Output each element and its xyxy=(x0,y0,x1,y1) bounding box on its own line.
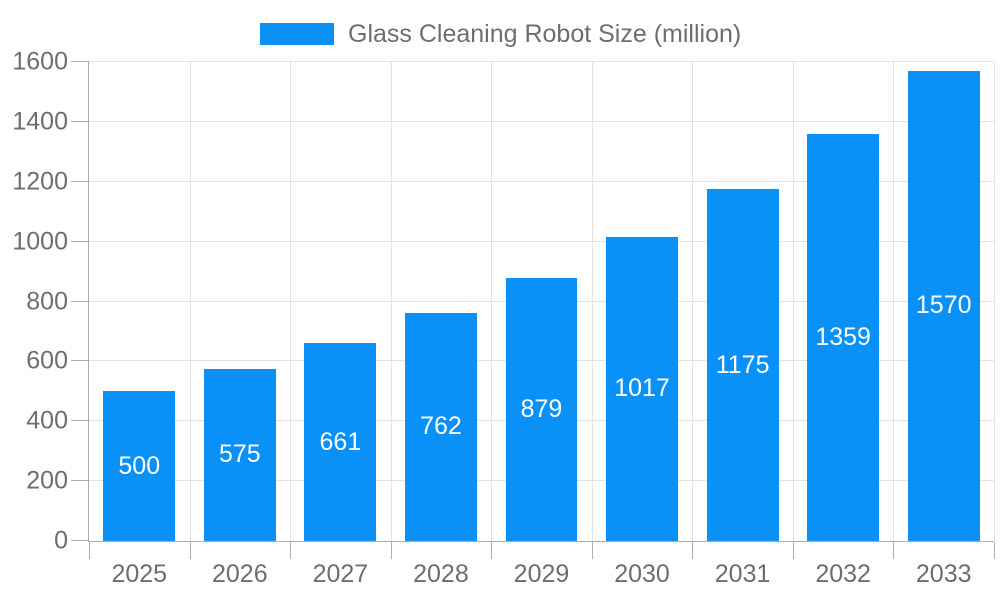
gridline-horizontal xyxy=(89,180,994,182)
bar-2028[interactable]: 762 xyxy=(404,312,477,541)
x-tick-label: 2033 xyxy=(915,560,972,588)
gridline-vertical xyxy=(792,62,794,541)
x-axis-tick xyxy=(89,542,90,559)
y-tick-label: 400 xyxy=(26,406,68,435)
bar-2033[interactable]: 1570 xyxy=(907,70,980,541)
gridline-vertical xyxy=(390,62,392,541)
x-tick-label: 2029 xyxy=(513,560,570,588)
bar-value-label: 1175 xyxy=(715,350,770,379)
bar-value-label: 1359 xyxy=(815,323,871,352)
bar-value-label: 1017 xyxy=(614,374,670,403)
bar-2030[interactable]: 1017 xyxy=(606,236,678,541)
y-axis-tick xyxy=(71,480,89,482)
legend-label: Glass Cleaning Robot Size (million) xyxy=(348,19,742,48)
bar-value-label: 1570 xyxy=(915,291,972,320)
plot-area: 500 575 661 762 879 1017 1175 1359 1570 xyxy=(71,61,995,559)
x-tick-label: 2032 xyxy=(815,560,871,588)
x-axis-tick xyxy=(491,542,493,559)
gridline-vertical xyxy=(591,62,593,541)
y-axis-tick xyxy=(71,540,89,541)
gridline-vertical xyxy=(491,62,493,541)
x-axis-tick xyxy=(792,542,794,559)
gridline-vertical xyxy=(692,62,694,541)
y-tick-label: 1600 xyxy=(12,47,68,76)
bar-2032[interactable]: 1359 xyxy=(807,134,880,541)
gridline-horizontal xyxy=(89,240,994,242)
x-tick-label: 2030 xyxy=(614,560,670,588)
x-axis-tick xyxy=(893,542,895,559)
y-tick-label: 1400 xyxy=(12,107,68,136)
gridline-vertical xyxy=(994,62,995,541)
bar-2025[interactable]: 500 xyxy=(103,391,176,541)
bar-value-label: 879 xyxy=(520,394,563,423)
x-axis-labels: 2025 2026 2027 2028 2029 2030 2031 2032 2033 xyxy=(89,558,994,590)
x-tick-label: 2027 xyxy=(312,560,369,588)
bar-2029[interactable]: 879 xyxy=(505,277,578,541)
x-axis-tick xyxy=(994,542,995,559)
y-axis-tick xyxy=(71,300,89,302)
gridline-vertical xyxy=(290,62,292,541)
y-axis-tick xyxy=(71,180,89,182)
x-tick-label: 2028 xyxy=(413,560,469,588)
x-axis-tick xyxy=(390,542,392,559)
legend[interactable]: Glass Cleaning Robot Size (million) xyxy=(260,20,741,48)
x-tick-label: 2025 xyxy=(111,560,168,588)
bar-value-label: 575 xyxy=(218,440,261,469)
y-axis-tick xyxy=(71,360,89,362)
y-tick-label: 1000 xyxy=(12,227,68,256)
bar-value-label: 762 xyxy=(420,412,462,441)
y-axis-labels: 0 200 400 600 800 1000 1200 1400 1600 xyxy=(0,49,68,553)
bar-value-label: 661 xyxy=(319,427,362,456)
x-axis-tick xyxy=(290,542,292,559)
y-axis-tick xyxy=(71,240,89,242)
bar-value-label: 500 xyxy=(118,451,161,480)
gridline-vertical xyxy=(893,62,895,541)
x-tick-label: 2026 xyxy=(212,560,268,588)
y-tick-label: 1200 xyxy=(12,167,68,196)
y-tick-label: 800 xyxy=(26,287,68,315)
y-tick-label: 600 xyxy=(26,346,68,375)
y-axis-tick xyxy=(71,420,89,422)
bar-2027[interactable]: 661 xyxy=(304,343,377,541)
y-axis-tick xyxy=(71,120,89,122)
x-axis-tick xyxy=(591,542,593,559)
x-tick-label: 2031 xyxy=(714,560,771,588)
bar-2031[interactable]: 1175 xyxy=(706,189,779,541)
gridline-vertical xyxy=(189,62,191,541)
x-axis-tick xyxy=(692,542,694,559)
bar-2026[interactable]: 575 xyxy=(203,368,276,541)
legend-swatch-icon xyxy=(260,23,334,45)
y-tick-label: 0 xyxy=(54,526,68,555)
gridline-horizontal xyxy=(89,120,994,122)
y-tick-label: 200 xyxy=(26,466,68,495)
x-axis-tick xyxy=(189,542,191,559)
y-axis-tick xyxy=(71,61,89,62)
gridline-horizontal xyxy=(89,61,994,62)
